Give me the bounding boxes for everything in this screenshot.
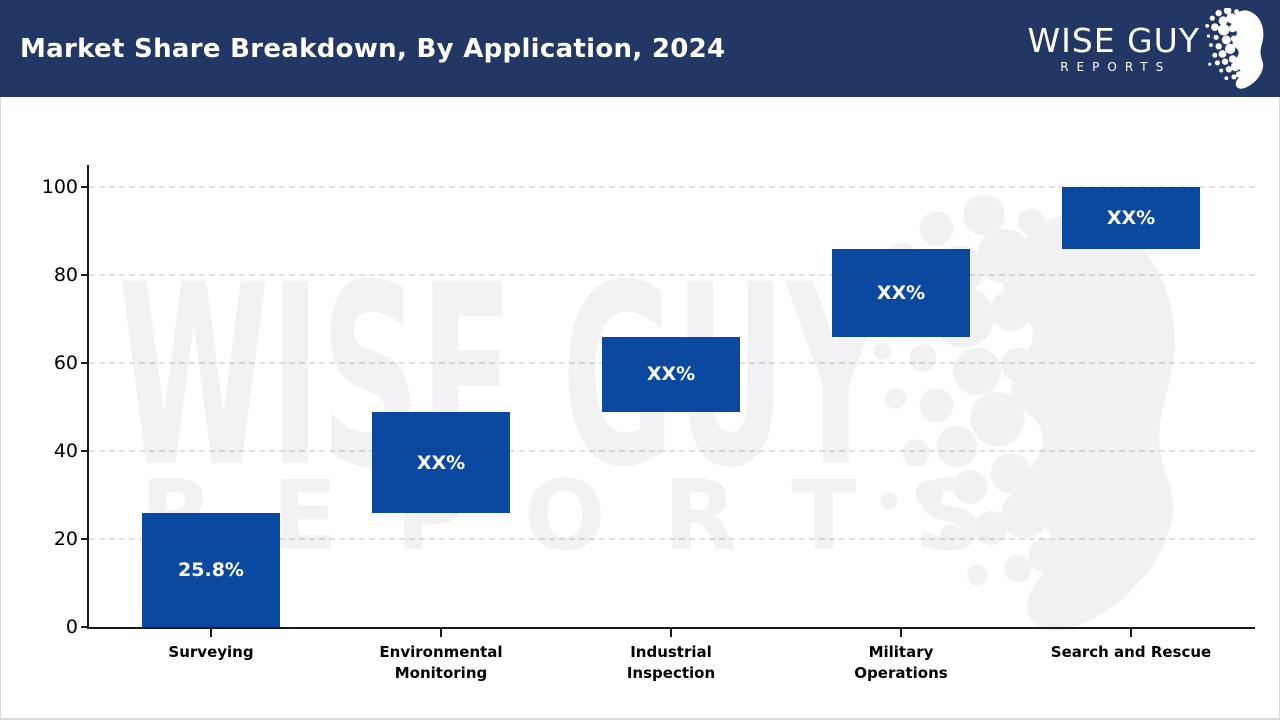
- y-axis-spine: [87, 165, 89, 629]
- bar-value-label: XX%: [416, 451, 466, 474]
- x-tick-mark-industrial-inspection: [670, 629, 672, 637]
- page-title: Market Share Breakdown, By Application, …: [20, 33, 726, 64]
- bar-industrial-inspection[interactable]: XX%: [602, 337, 740, 412]
- y-tick-label-60: 60: [53, 352, 78, 374]
- x-axis-label-surveying: Surveying: [168, 643, 254, 661]
- bar-surveying[interactable]: 25.8%: [142, 513, 280, 627]
- bar-military-operations[interactable]: XX%: [832, 249, 970, 338]
- x-tick-mark-search-and-rescue: [1130, 629, 1132, 637]
- y-tick-mark-40: [81, 450, 89, 452]
- x-axis-label-search-and-rescue: Search and Rescue: [1050, 643, 1212, 661]
- watermark-text-line2: REPORTS: [140, 460, 1042, 572]
- y-tick-label-100: 100: [41, 176, 78, 198]
- y-tick-mark-60: [81, 362, 89, 364]
- header-bar: Market Share Breakdown, By Application, …: [0, 0, 1280, 97]
- bar-value-label: XX%: [876, 282, 926, 305]
- y-tick-mark-20: [81, 538, 89, 540]
- y-tick-mark-80: [81, 274, 89, 276]
- bar-value-label: 25.8%: [178, 559, 244, 582]
- bar-environmental-monitoring[interactable]: XX%: [372, 411, 510, 514]
- x-axis-label-industrial-inspection: Industrial Inspection: [626, 643, 716, 682]
- y-tick-mark-0: [81, 626, 89, 628]
- y-tick-label-80: 80: [53, 264, 78, 286]
- dotted-head-profile-icon: [1202, 7, 1266, 91]
- y-tick-label-0: 0: [65, 616, 78, 638]
- bar-value-label: XX%: [1106, 207, 1156, 230]
- x-axis-label-environmental-monitoring: Environmental Monitoring: [379, 643, 503, 682]
- x-axis-label-military-operations: Military Operations: [854, 643, 948, 682]
- brand-logo-subtitle: REPORTS: [1060, 59, 1172, 74]
- y-tick-label-40: 40: [53, 440, 78, 462]
- bar-value-label: XX%: [646, 363, 696, 386]
- x-tick-mark-military-operations: [900, 629, 902, 637]
- brand-logo: WISE GUY REPORTS: [1027, 6, 1266, 92]
- x-tick-mark-surveying: [210, 629, 212, 637]
- x-axis-spine: [87, 627, 1255, 629]
- bar-search-and-rescue[interactable]: XX%: [1062, 187, 1200, 250]
- brand-logo-text: WISE GUY REPORTS: [1027, 24, 1200, 74]
- brand-logo-name: WISE GUY: [1027, 21, 1200, 61]
- y-tick-mark-100: [81, 186, 89, 188]
- y-tick-label-20: 20: [53, 528, 78, 550]
- x-tick-mark-environmental-monitoring: [440, 629, 442, 637]
